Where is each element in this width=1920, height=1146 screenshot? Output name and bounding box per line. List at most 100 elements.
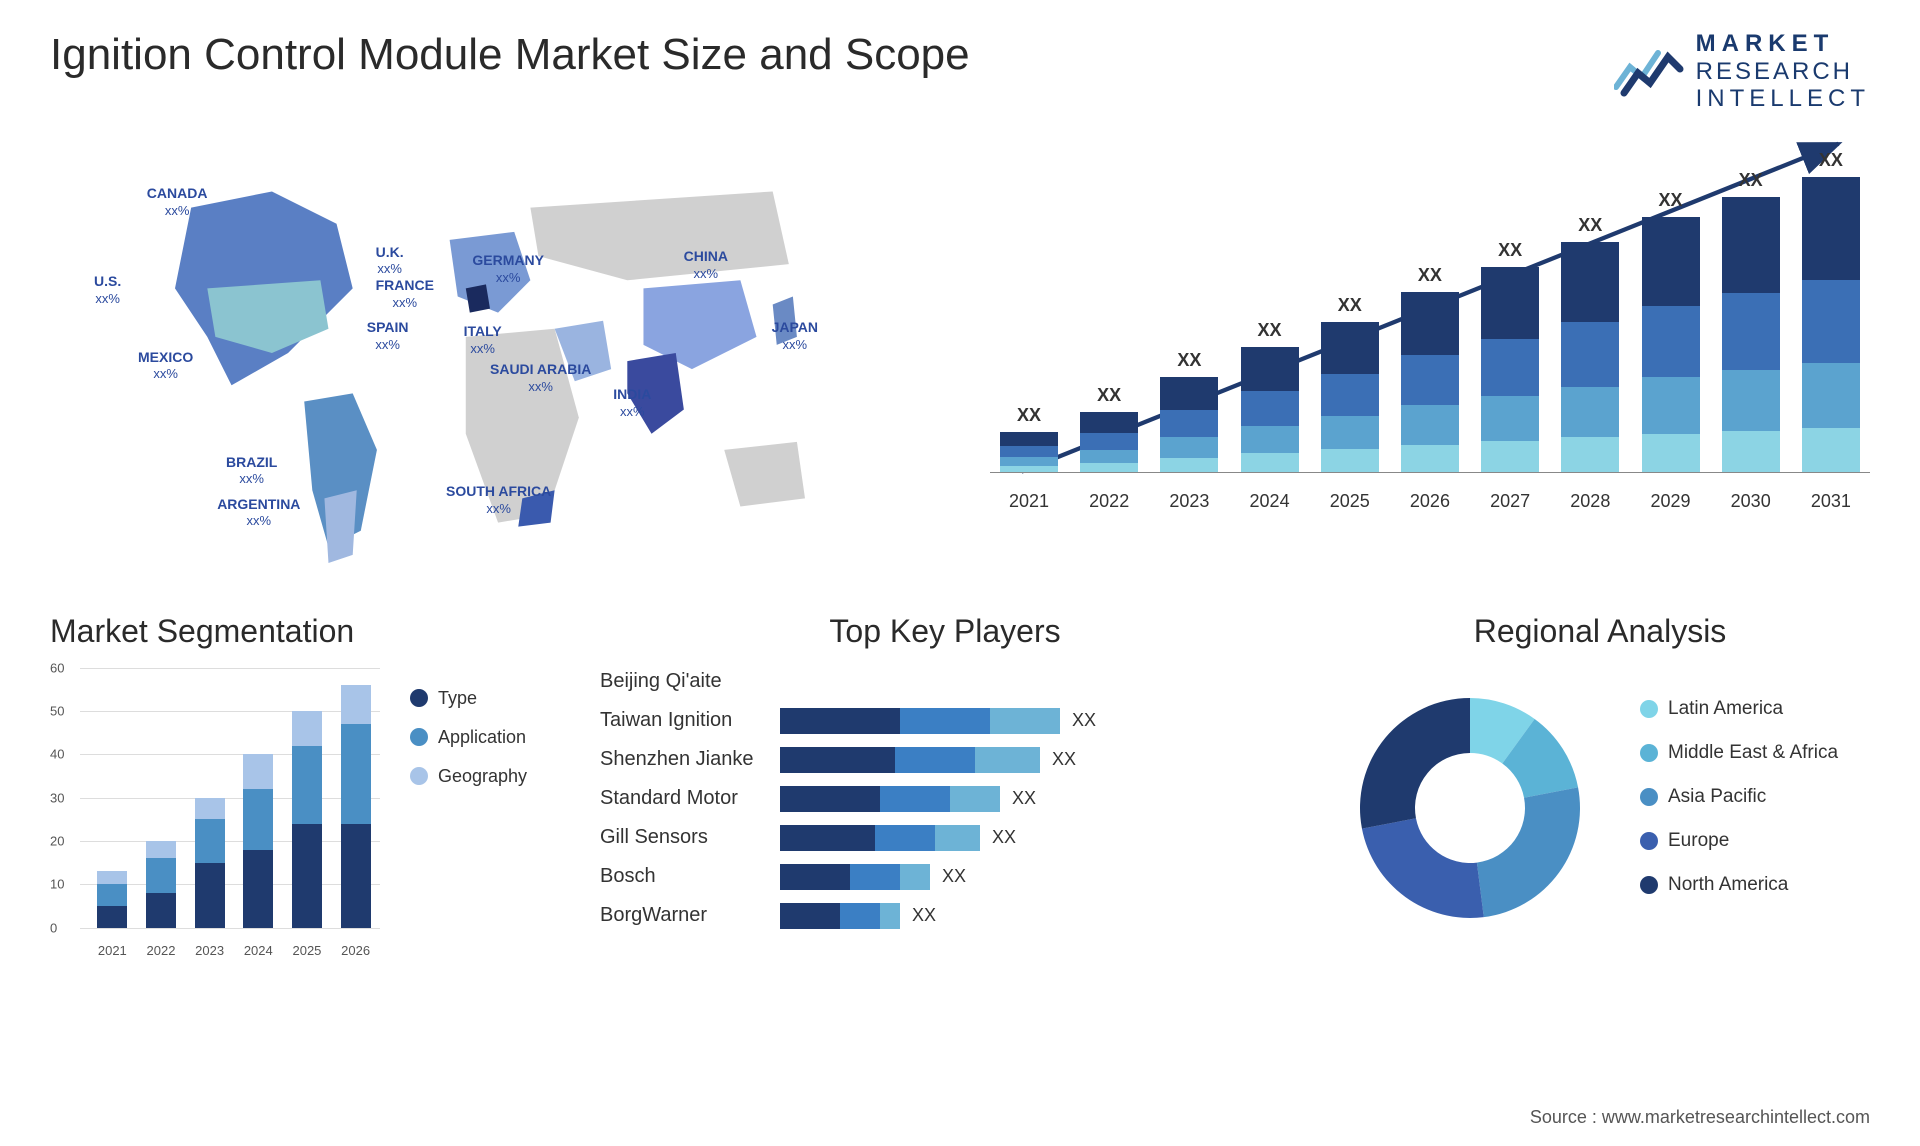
growth-year-label: 2031: [1802, 491, 1860, 512]
growth-value-label: XX: [1739, 170, 1763, 191]
player-bar: [780, 747, 1040, 773]
map-label-france: FRANCExx%: [376, 277, 434, 311]
seg-year-label: 2024: [244, 943, 273, 958]
seg-segment: [243, 754, 273, 789]
player-segment: [950, 786, 1000, 812]
player-segment: [990, 708, 1060, 734]
growth-value-label: XX: [1418, 265, 1442, 286]
growth-bar-2026: XX: [1401, 265, 1459, 472]
segmentation-legend: TypeApplicationGeography: [410, 668, 560, 958]
player-segment: [780, 864, 850, 890]
growth-year-label: 2021: [1000, 491, 1058, 512]
top-row: CANADAxx%U.S.xx%MEXICOxx%BRAZILxx%ARGENT…: [50, 143, 1870, 563]
growth-segment: [1802, 428, 1860, 472]
seg-segment: [195, 798, 225, 820]
legend-dot-icon: [1640, 876, 1658, 894]
player-segment: [900, 864, 930, 890]
growth-segment: [1321, 374, 1379, 416]
growth-bar-2021: XX: [1000, 405, 1058, 472]
player-bar: [780, 864, 930, 890]
players-chart: Beijing Qi'aiteTaiwan IgnitionXXShenzhen…: [600, 668, 1290, 930]
seg-segment: [195, 863, 225, 928]
player-bar: [780, 903, 900, 929]
map-label-japan: JAPANxx%: [772, 319, 818, 353]
growth-segment: [1642, 434, 1700, 472]
regional-legend: Latin AmericaMiddle East & AfricaAsia Pa…: [1640, 698, 1870, 918]
player-row: BorgWarnerXX: [600, 902, 1290, 930]
legend-dot-icon: [410, 728, 428, 746]
player-segment: [780, 786, 880, 812]
legend-label: Asia Pacific: [1668, 786, 1766, 808]
growth-segment: [1241, 453, 1299, 472]
seg-segment: [97, 906, 127, 928]
player-value-label: XX: [912, 905, 936, 926]
growth-bar-2024: XX: [1241, 320, 1299, 472]
growth-segment: [1321, 449, 1379, 472]
seg-segment: [341, 824, 371, 928]
legend-dot-icon: [1640, 788, 1658, 806]
growth-segment: [1321, 322, 1379, 375]
bottom-row: Market Segmentation 20212022202320242025…: [50, 613, 1870, 993]
player-value-label: XX: [1072, 710, 1096, 731]
players-title: Top Key Players: [600, 613, 1290, 650]
growth-segment: [1642, 217, 1700, 306]
growth-year-label: 2028: [1561, 491, 1619, 512]
y-tick-label: 10: [50, 877, 64, 892]
growth-segment: [1722, 197, 1780, 293]
growth-segment: [1401, 445, 1459, 472]
player-row: Gill SensorsXX: [600, 824, 1290, 852]
player-row: Taiwan IgnitionXX: [600, 707, 1290, 735]
source-attribution: Source : www.marketresearchintellect.com: [1530, 1107, 1870, 1128]
growth-segment: [1241, 347, 1299, 391]
growth-segment: [1561, 437, 1619, 472]
legend-item: Geography: [410, 766, 560, 787]
y-tick-label: 20: [50, 834, 64, 849]
player-segment: [840, 903, 880, 929]
growth-segment: [1481, 267, 1539, 339]
seg-segment: [146, 858, 176, 893]
map-label-mexico: MEXICOxx%: [138, 349, 193, 383]
y-tick-label: 50: [50, 704, 64, 719]
growth-segment: [1802, 177, 1860, 280]
growth-segment: [1000, 432, 1058, 446]
growth-year-label: 2024: [1241, 491, 1299, 512]
world-map-panel: CANADAxx%U.S.xx%MEXICOxx%BRAZILxx%ARGENT…: [50, 143, 930, 563]
seg-year-label: 2026: [341, 943, 370, 958]
seg-segment: [292, 746, 322, 824]
growth-bar-2029: XX: [1642, 190, 1700, 472]
player-segment: [975, 747, 1040, 773]
growth-segment: [1160, 458, 1218, 472]
growth-segment: [1241, 426, 1299, 454]
growth-value-label: XX: [1258, 320, 1282, 341]
growth-bar-2023: XX: [1160, 350, 1218, 472]
segmentation-chart: 202120222023202420252026 0102030405060: [50, 668, 380, 958]
key-players-panel: Top Key Players Beijing Qi'aiteTaiwan Ig…: [600, 613, 1290, 993]
legend-label: North America: [1668, 874, 1788, 896]
growth-segment: [1160, 377, 1218, 410]
growth-bar-2022: XX: [1080, 385, 1138, 472]
player-name: Bosch: [600, 865, 780, 888]
player-bar-wrap: XX: [780, 786, 1290, 812]
player-bar: [780, 786, 1000, 812]
legend-dot-icon: [1640, 700, 1658, 718]
growth-chart-panel: XXXXXXXXXXXXXXXXXXXXXX 20212022202320242…: [990, 143, 1870, 563]
growth-segment: [1080, 433, 1138, 450]
map-label-germany: GERMANYxx%: [472, 252, 544, 286]
growth-segment: [1000, 466, 1058, 472]
player-segment: [780, 825, 875, 851]
seg-year-label: 2021: [98, 943, 127, 958]
seg-segment: [146, 841, 176, 858]
growth-bar-2028: XX: [1561, 215, 1619, 472]
player-value-label: XX: [1012, 788, 1036, 809]
player-bar-wrap: XX: [780, 825, 1290, 851]
player-value-label: XX: [942, 866, 966, 887]
logo-text-1: MARKET: [1696, 30, 1870, 58]
player-bar-wrap: XX: [780, 747, 1290, 773]
y-tick-label: 40: [50, 747, 64, 762]
growth-segment: [1722, 370, 1780, 431]
growth-segment: [1481, 396, 1539, 441]
growth-segment: [1561, 322, 1619, 386]
gridline: [80, 928, 380, 929]
growth-value-label: XX: [1658, 190, 1682, 211]
player-name: Gill Sensors: [600, 826, 780, 849]
